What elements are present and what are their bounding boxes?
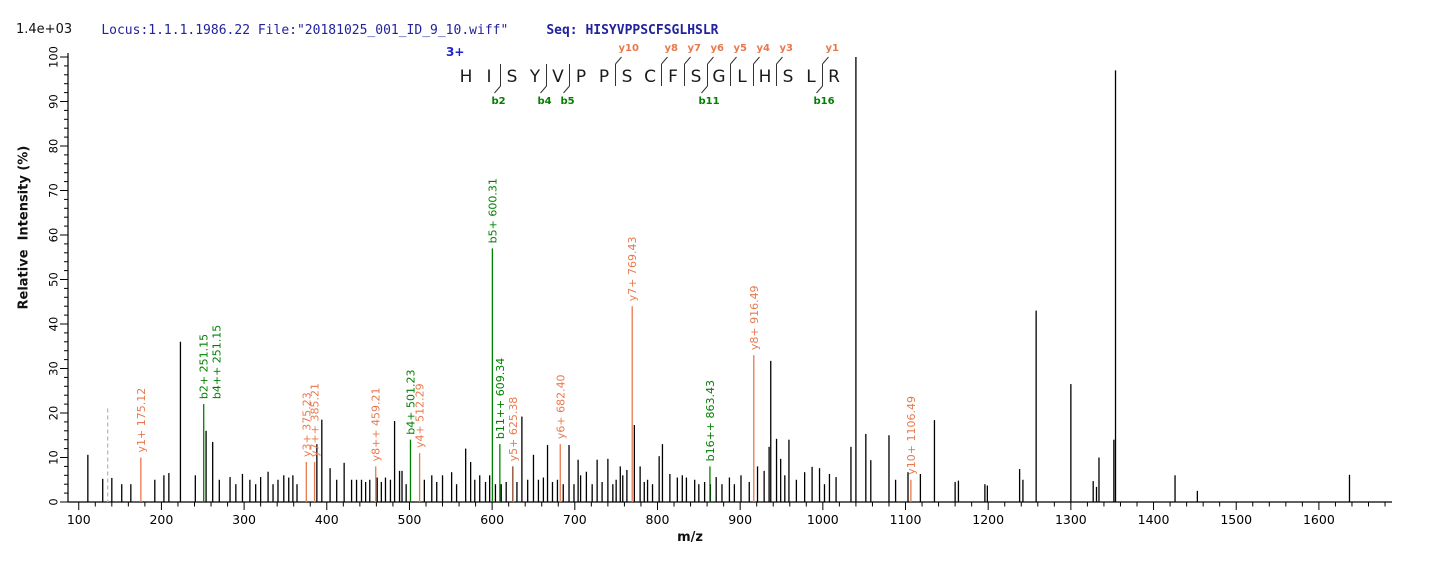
peak-label: y8+ 916.49 xyxy=(748,285,761,350)
residue-letter: H xyxy=(759,67,772,87)
y-ion-tick xyxy=(822,56,829,65)
residue-letter: S xyxy=(507,67,518,87)
y-ion-label: y7 xyxy=(688,43,702,54)
y-ion-tick xyxy=(776,56,783,65)
b-ion-label: b4 xyxy=(538,96,552,107)
residue-letter: Y xyxy=(529,67,541,87)
residue-letter: P xyxy=(599,67,609,87)
y-tick-label: 20 xyxy=(47,406,61,421)
residue-letter: S xyxy=(622,67,633,87)
b-ion-label: b16 xyxy=(814,96,835,107)
x-axis-title: m/z xyxy=(677,530,703,545)
y-ion-label: y5 xyxy=(734,43,748,54)
residue-letter: R xyxy=(828,67,840,87)
y-ion-tick xyxy=(707,56,714,65)
y-ion-tick xyxy=(684,56,691,65)
y-tick-label: 50 xyxy=(47,272,61,287)
x-tick-label: 1400 xyxy=(1138,512,1170,527)
y-ion-label: y6 xyxy=(711,43,725,54)
b-ion-tick xyxy=(563,85,570,94)
b-ion-tick xyxy=(494,85,501,94)
y-tick-label: 80 xyxy=(47,139,61,154)
y-ion-label: y4 xyxy=(757,43,771,54)
y-tick-label: 0 xyxy=(47,498,61,505)
peak-label: y10+ 1106.49 xyxy=(905,396,918,475)
base-peak-intensity-label: 1.4e+03 xyxy=(16,22,73,37)
b-ion-tick xyxy=(540,85,547,94)
sequence-label: Seq: HISYVPPSCFSGLHSLR xyxy=(546,23,719,38)
y-ion-tick xyxy=(730,56,737,65)
y-tick-label: 60 xyxy=(47,228,61,243)
b-ion-label: b2 xyxy=(492,96,506,107)
b-ion-tick xyxy=(816,85,823,94)
residue-letter: P xyxy=(576,67,586,87)
precursor-charge-label: 3+ xyxy=(446,45,464,59)
peak-label: b4++ 251.15 xyxy=(211,325,224,399)
x-tick-label: 1300 xyxy=(1055,512,1087,527)
residue-letter: I xyxy=(486,67,491,87)
y-ion-tick xyxy=(753,56,760,65)
peak-label: b11++ 609.34 xyxy=(494,358,507,439)
peak-label: y1+ 175.12 xyxy=(135,388,148,453)
peak-label: y6+ 682.40 xyxy=(554,374,567,439)
residue-letter: S xyxy=(783,67,794,87)
y-tick-label: 90 xyxy=(47,94,61,109)
peak-label: y8++ 459.21 xyxy=(370,387,383,461)
locus-file-label: Locus:1.1.1.1986.22 File:"20181025_001_I… xyxy=(101,23,509,38)
b-ion-label: b11 xyxy=(699,96,720,107)
x-tick-label: 500 xyxy=(398,512,422,527)
peak-label: y3+ 375.23 xyxy=(300,392,313,457)
x-tick-label: 900 xyxy=(728,512,752,527)
residue-letter: V xyxy=(552,67,564,87)
y-tick-label: 10 xyxy=(47,450,61,465)
x-tick-label: 1600 xyxy=(1303,512,1335,527)
x-tick-label: 100 xyxy=(67,512,91,527)
b-ion-label: b5 xyxy=(561,96,575,107)
x-tick-label: 400 xyxy=(315,512,339,527)
x-tick-label: 800 xyxy=(646,512,670,527)
y-tick-label: 100 xyxy=(47,46,61,68)
y-ion-label: y8 xyxy=(665,43,679,54)
x-tick-label: 300 xyxy=(232,512,256,527)
y-ion-tick xyxy=(615,56,622,65)
residue-letter: H xyxy=(460,67,473,87)
y-ion-tick xyxy=(661,56,668,65)
residue-letter: C xyxy=(644,67,656,87)
x-tick-label: 1200 xyxy=(972,512,1004,527)
x-tick-label: 1000 xyxy=(807,512,839,527)
peak-label: b4+ 501.23 xyxy=(404,370,417,435)
peak-label: b2+ 251.15 xyxy=(198,334,211,399)
x-tick-label: 1100 xyxy=(890,512,922,527)
peak-label: y7++ 385.21 xyxy=(309,383,322,457)
residue-letter: S xyxy=(691,67,702,87)
peak-label: y7+ 769.43 xyxy=(626,236,639,301)
y-ion-label: y10 xyxy=(619,43,639,54)
y-tick-label: 30 xyxy=(47,361,61,376)
residue-letter: L xyxy=(806,67,816,87)
y-ion-label: y1 xyxy=(826,43,840,54)
x-tick-label: 200 xyxy=(149,512,173,527)
y-tick-label: 70 xyxy=(47,183,61,198)
peak-label: b5+ 600.31 xyxy=(486,178,499,243)
y-tick-label: 40 xyxy=(47,317,61,332)
x-tick-label: 1500 xyxy=(1220,512,1252,527)
residue-letter: F xyxy=(668,67,678,87)
residue-letter: G xyxy=(712,67,725,87)
x-tick-label: 700 xyxy=(563,512,587,527)
y-ion-label: y3 xyxy=(780,43,794,54)
peak-label: y5+ 625.38 xyxy=(507,397,520,462)
b-ion-tick xyxy=(701,85,708,94)
peak-label: b16++ 863.43 xyxy=(704,380,717,461)
residue-letter: L xyxy=(737,67,747,87)
x-tick-label: 600 xyxy=(480,512,504,527)
peak-label: y4+ 512.29 xyxy=(414,383,427,448)
header-bar: Locus:1.1.1.1986.22 File:"20181025_001_I… xyxy=(70,8,719,53)
